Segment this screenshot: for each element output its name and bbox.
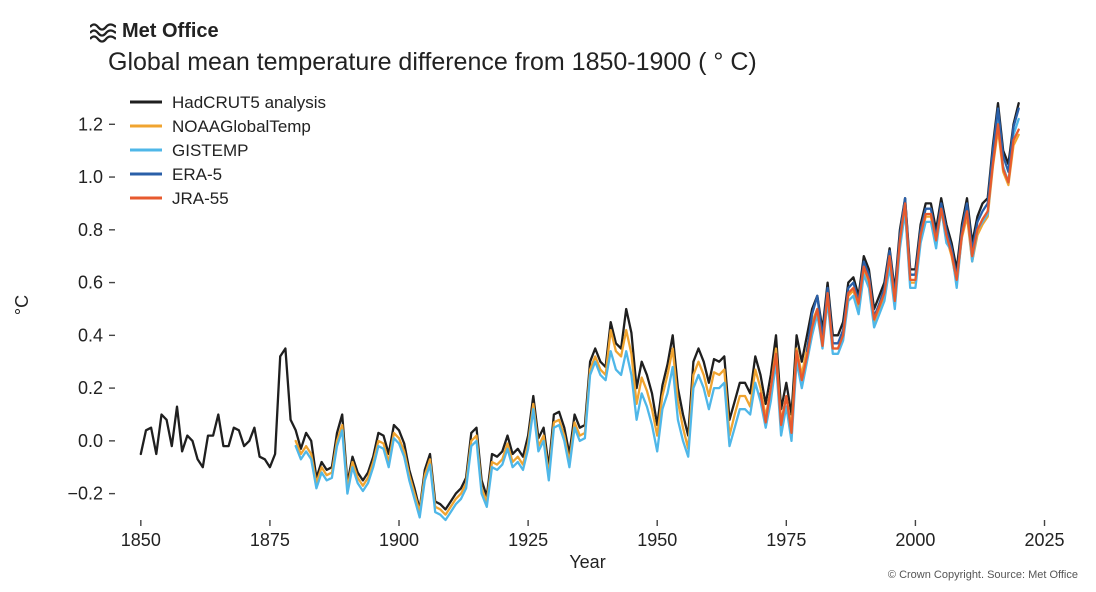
svg-text:0.0: 0.0 bbox=[78, 431, 103, 451]
series-era-5 bbox=[807, 109, 1019, 352]
legend-label: ERA-5 bbox=[172, 165, 222, 184]
svg-text:2000: 2000 bbox=[895, 530, 935, 550]
svg-text:1875: 1875 bbox=[250, 530, 290, 550]
svg-text:0.4: 0.4 bbox=[78, 325, 103, 345]
svg-text:0.8: 0.8 bbox=[78, 220, 103, 240]
svg-text:1.2: 1.2 bbox=[78, 114, 103, 134]
svg-text:−0.2: −0.2 bbox=[67, 484, 103, 504]
copyright-text: © Crown Copyright. Source: Met Office bbox=[888, 569, 1078, 581]
series-hadcrut5-analysis bbox=[141, 103, 1019, 509]
svg-text:°C: °C bbox=[12, 295, 32, 315]
svg-text:1850: 1850 bbox=[121, 530, 161, 550]
legend-label: NOAAGlobalTemp bbox=[172, 117, 311, 136]
brand-logo: Met Office bbox=[90, 20, 219, 43]
svg-text:1900: 1900 bbox=[379, 530, 419, 550]
legend-label: GISTEMP bbox=[172, 141, 249, 160]
svg-text:0.2: 0.2 bbox=[78, 378, 103, 398]
chart-title: Global mean temperature difference from … bbox=[108, 48, 757, 77]
temperature-chart: −0.2 0.0 0.2 0.4 0.6 0.8 1.0 1.2 1850 1875 1900 192… bbox=[0, 0, 1096, 587]
svg-text:1975: 1975 bbox=[766, 530, 806, 550]
legend-label: JRA-55 bbox=[172, 189, 229, 208]
svg-text:Year: Year bbox=[569, 552, 605, 572]
legend-label: HadCRUT5 analysis bbox=[172, 93, 326, 112]
svg-text:2025: 2025 bbox=[1024, 530, 1064, 550]
svg-text:1950: 1950 bbox=[637, 530, 677, 550]
metoffice-wave-icon bbox=[90, 21, 116, 43]
series-gistemp bbox=[296, 119, 1019, 520]
svg-text:0.6: 0.6 bbox=[78, 273, 103, 293]
series-jra-55 bbox=[761, 124, 1019, 433]
brand-name: Met Office bbox=[122, 20, 219, 43]
svg-text:1925: 1925 bbox=[508, 530, 548, 550]
svg-text:1.0: 1.0 bbox=[78, 167, 103, 187]
